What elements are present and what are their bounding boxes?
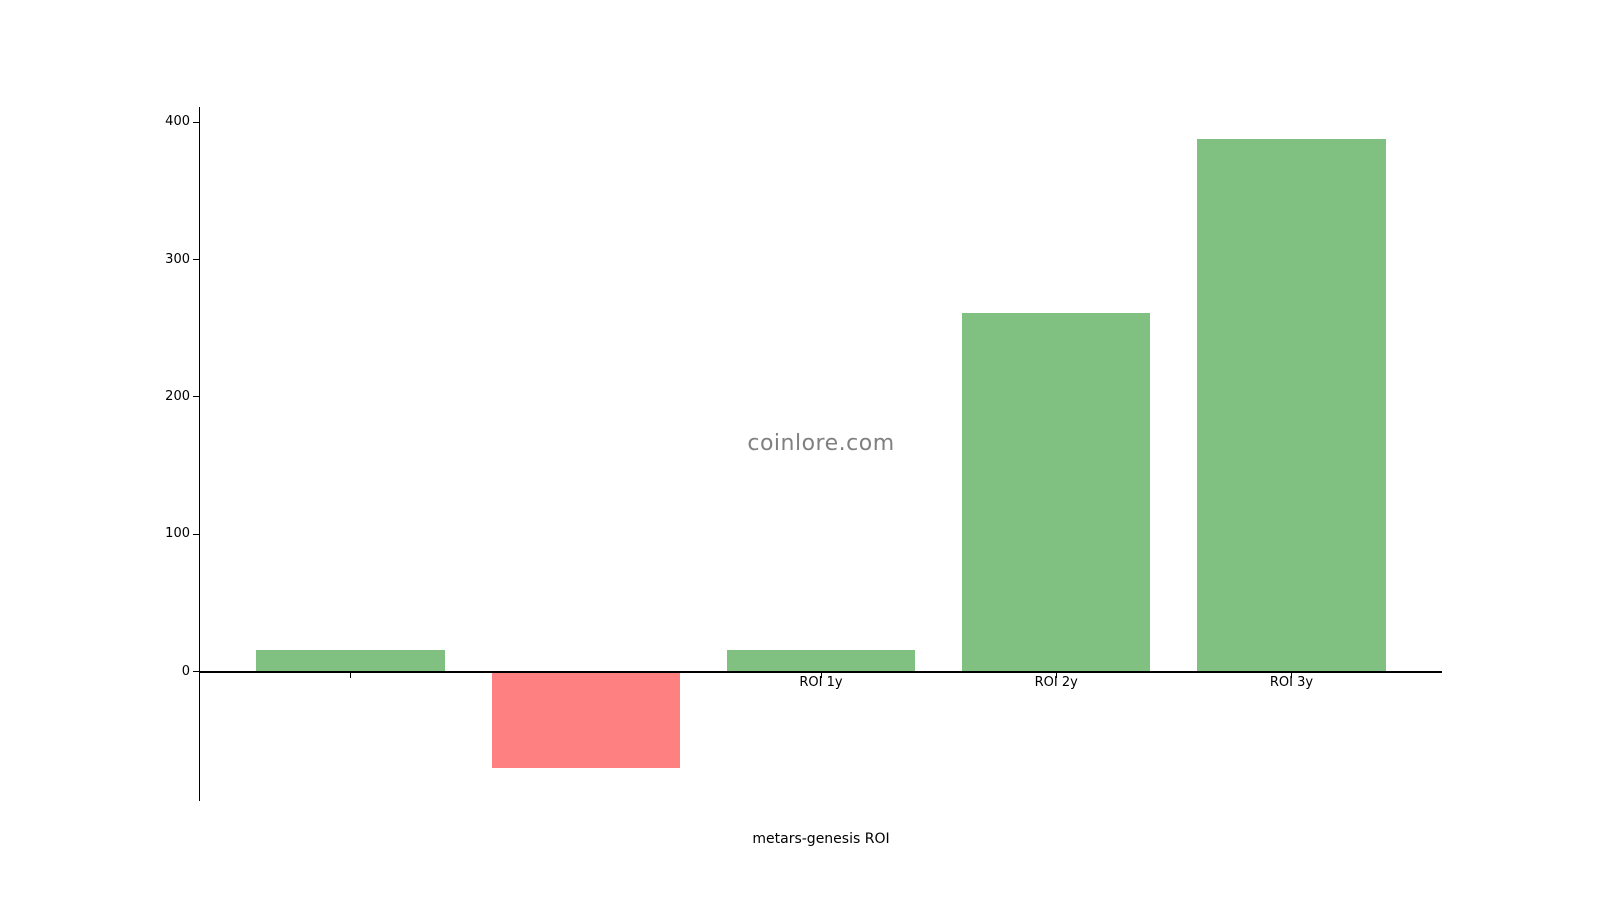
bar-roi-3y — [1197, 138, 1386, 672]
chart-title: metars-genesis ROI — [752, 831, 890, 847]
x-tick-label: ROI 1y — [799, 674, 843, 690]
watermark: coinlore.com — [747, 431, 895, 456]
y-tick-label: 400 — [165, 114, 190, 130]
x-tick — [1290, 671, 1292, 678]
y-tick-label: 100 — [165, 526, 190, 542]
bar-column-1 — [256, 649, 445, 672]
bar-column-2 — [491, 671, 680, 768]
y-tick-label: 0 — [181, 663, 190, 679]
y-tick — [193, 671, 200, 673]
y-tick-label: 300 — [165, 251, 190, 267]
x-tick-label: ROI 3y — [1269, 674, 1314, 690]
x-tick — [820, 671, 822, 678]
y-tick — [193, 396, 200, 398]
y-tick — [193, 533, 200, 535]
y-tick — [193, 259, 200, 261]
bar-roi-2y — [962, 313, 1151, 672]
y-tick-label: 200 — [165, 388, 190, 404]
x-axis-spine — [200, 671, 1442, 673]
x-tick — [350, 671, 352, 678]
x-tick — [1055, 671, 1057, 678]
bar-roi-1y — [726, 649, 916, 672]
y-tick — [193, 121, 200, 123]
x-tick-label: ROI 2y — [1034, 674, 1078, 690]
y-axis-spine — [199, 107, 201, 801]
